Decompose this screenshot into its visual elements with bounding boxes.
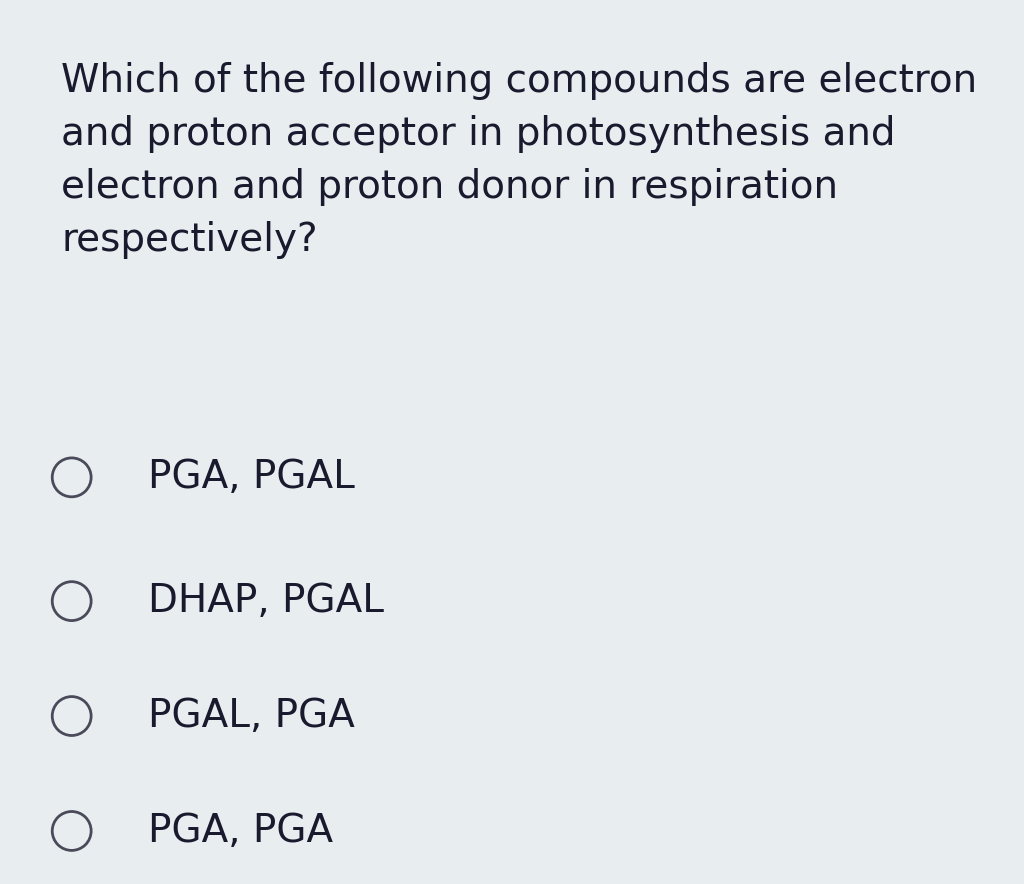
Text: DHAP, PGAL: DHAP, PGAL xyxy=(148,583,384,620)
Text: PGA, PGAL: PGA, PGAL xyxy=(148,459,355,496)
Text: PGAL, PGA: PGAL, PGA xyxy=(148,697,355,735)
Text: Which of the following compounds are electron
and proton acceptor in photosynthe: Which of the following compounds are ele… xyxy=(61,62,978,259)
Text: PGA, PGA: PGA, PGA xyxy=(148,812,334,850)
